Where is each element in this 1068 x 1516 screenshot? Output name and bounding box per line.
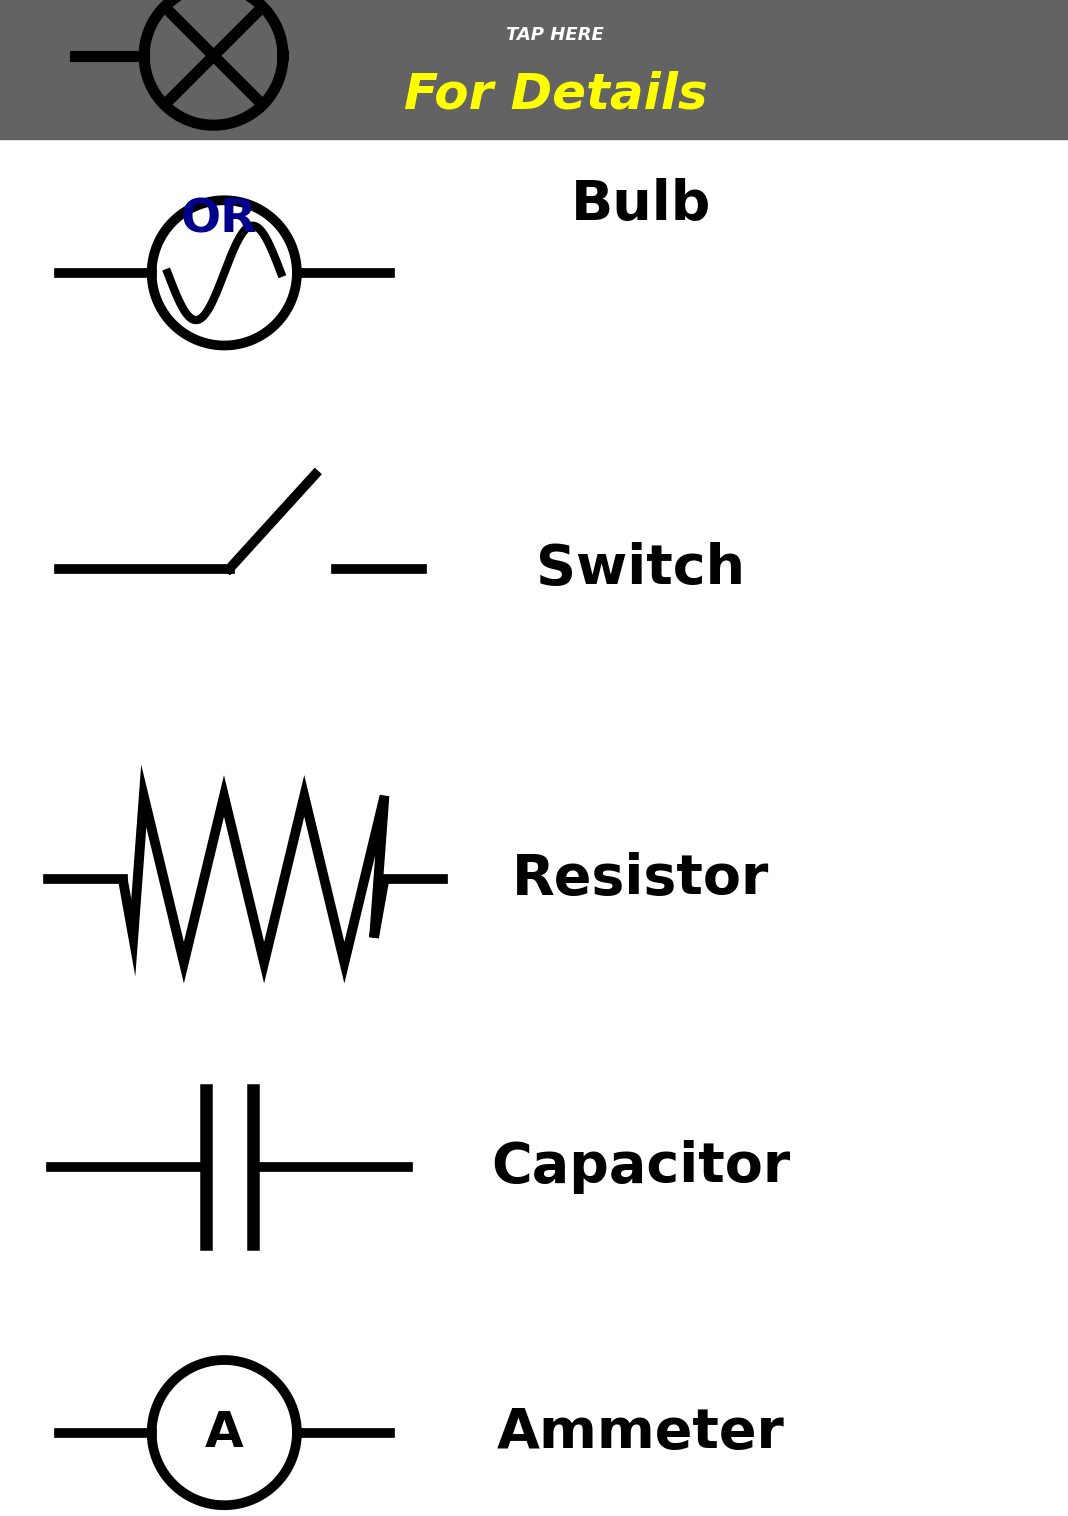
Bar [0,0,1068,139]
Text: A: A [205,1408,244,1457]
Text: Switch: Switch [536,541,745,596]
Text: Capacitor: Capacitor [491,1140,790,1195]
Text: Resistor: Resistor [513,852,769,907]
Text: TAP HERE: TAP HERE [506,26,604,44]
Text: OR: OR [180,197,257,243]
Polygon shape [152,200,297,346]
Text: Bulb: Bulb [570,177,711,232]
Polygon shape [144,0,283,126]
Polygon shape [152,1360,297,1505]
Text: Ammeter: Ammeter [497,1405,785,1460]
Text: For Details: For Details [404,71,707,118]
